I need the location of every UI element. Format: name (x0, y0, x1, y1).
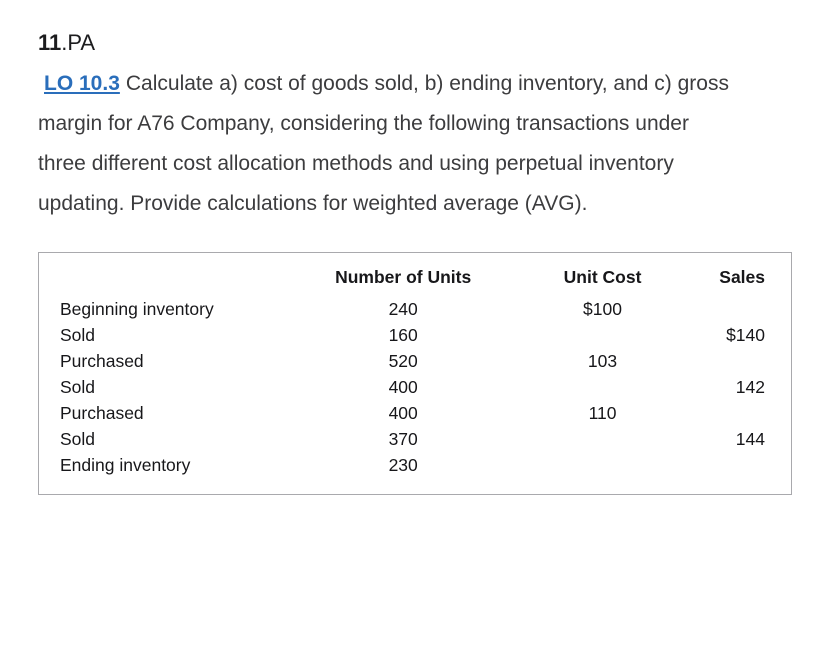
row-sales: 144 (735, 428, 765, 449)
table-row: Purchased 520 103 (39, 348, 791, 374)
row-unit-cost (518, 452, 687, 478)
row-sales (687, 400, 791, 426)
exercise-page: 11.PA LO 10.3 Calculate a) cost of goods … (38, 30, 792, 495)
header-sales: Sales (719, 267, 765, 287)
transactions-table-container: Number of Units Unit Cost Sales Beginnin… (38, 252, 792, 495)
problem-number-value: 11 (38, 30, 62, 55)
header-unit-cost: Unit Cost (563, 267, 642, 287)
table-row: Purchased 400 110 (39, 400, 791, 426)
row-unit-cost (518, 374, 687, 400)
problem-statement: LO 10.3 Calculate a) cost of goods sold, … (38, 64, 738, 224)
table-row: Sold 400 142 (39, 374, 791, 400)
row-unit-cost: $100 (583, 298, 622, 319)
row-unit-cost: 103 (587, 350, 618, 371)
row-units: 370 (388, 428, 418, 449)
row-label: Ending inventory (60, 454, 191, 475)
row-units: 520 (388, 350, 418, 371)
row-label: Sold (60, 376, 96, 397)
transactions-table: Number of Units Unit Cost Sales Beginnin… (39, 265, 791, 478)
table-row: Ending inventory 230 (39, 452, 791, 478)
row-label: Sold (60, 324, 96, 345)
row-units: 240 (388, 298, 418, 319)
table-row: Beginning inventory 240 $100 (39, 296, 791, 322)
problem-number: 11.PA (38, 30, 790, 56)
row-label: Purchased (60, 402, 144, 423)
table-row: Sold 160 $140 (39, 322, 791, 348)
learning-objective-link[interactable]: LO 10.3 (44, 72, 120, 95)
row-unit-cost (518, 322, 687, 348)
header-blank (39, 265, 288, 296)
row-sales (687, 296, 791, 322)
problem-number-suffix: .PA (61, 30, 96, 55)
row-label: Purchased (60, 350, 144, 371)
row-sales (687, 452, 791, 478)
row-label: Sold (60, 428, 96, 449)
row-sales: 142 (735, 376, 765, 397)
row-unit-cost (518, 426, 687, 452)
row-label: Beginning inventory (60, 298, 214, 319)
row-units: 400 (388, 402, 418, 423)
problem-statement-text: Calculate a) cost of goods sold, b) endi… (38, 72, 729, 215)
row-sales: $140 (726, 324, 765, 345)
row-units: 230 (388, 454, 418, 475)
table-row: Sold 370 144 (39, 426, 791, 452)
row-units: 160 (388, 324, 418, 345)
row-sales (687, 348, 791, 374)
row-unit-cost: 110 (588, 402, 617, 423)
table-header-row: Number of Units Unit Cost Sales (39, 265, 791, 296)
row-units: 400 (388, 376, 418, 397)
header-number-of-units: Number of Units (335, 267, 472, 287)
